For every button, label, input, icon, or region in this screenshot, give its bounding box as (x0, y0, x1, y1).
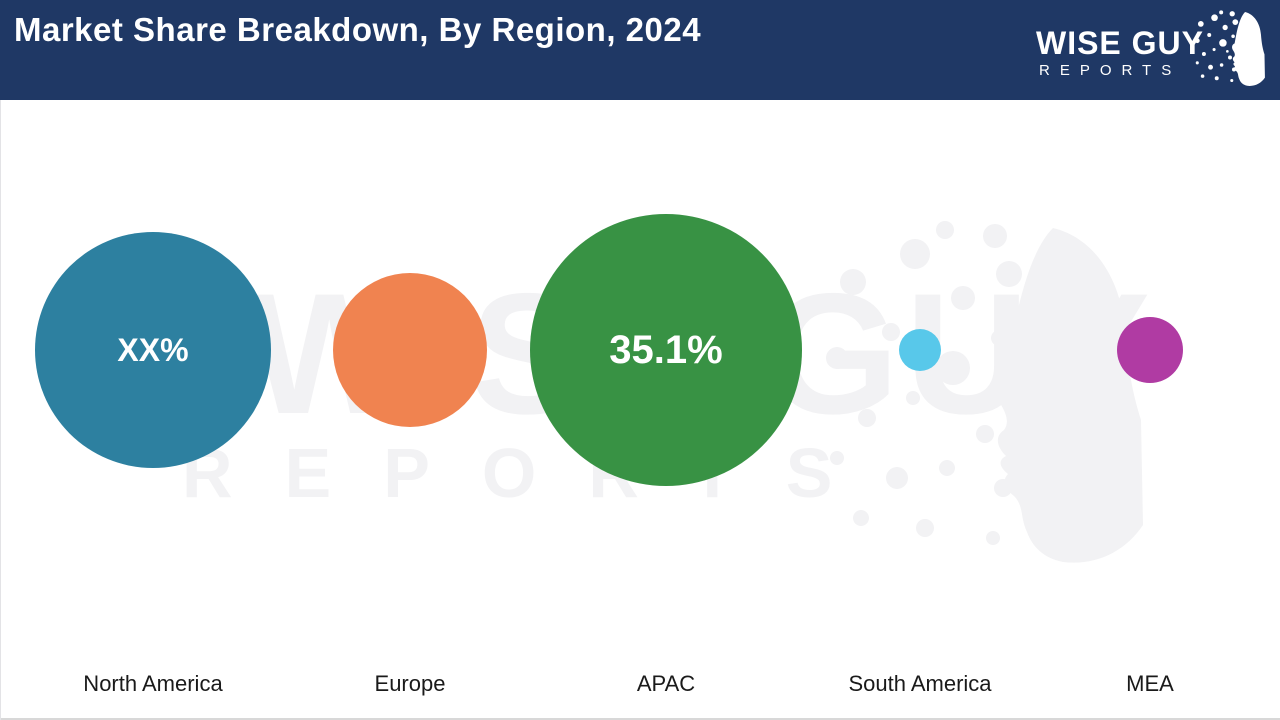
bubble-value-label: 35.1% (609, 327, 723, 372)
bubble-chart: XX% North America Europe 35.1% APAC South Ame… (0, 100, 1280, 720)
logo-reports-text: REPORTS (1038, 61, 1182, 79)
bubble-apac: 35.1% (530, 214, 802, 486)
region-label-apac: APAC (636, 671, 696, 696)
bubble-value-label: XX% (117, 331, 189, 368)
wise-guy-reports-logo: WISE GUY REPORTS (1036, 4, 1272, 96)
header-bar: Market Share Breakdown, By Region, 2024 … (0, 0, 1280, 100)
bubble-mea (1117, 317, 1183, 383)
region-label-south-america: South America (848, 671, 992, 696)
logo-face-icon (1194, 10, 1265, 86)
bubble-south-america (899, 329, 941, 371)
left-edge-line (0, 100, 1, 720)
region-label-europe: Europe (374, 671, 446, 696)
region-label-north-america: North America (83, 671, 223, 696)
region-label-mea: MEA (1126, 671, 1174, 696)
logo-text: WISE GUY REPORTS (1036, 27, 1204, 79)
bubble-europe (333, 273, 487, 427)
logo-wiseguy-text: WISE GUY (1035, 25, 1204, 62)
page-title: Market Share Breakdown, By Region, 2024 (14, 11, 702, 48)
bubble-north-america: XX% (35, 232, 271, 468)
